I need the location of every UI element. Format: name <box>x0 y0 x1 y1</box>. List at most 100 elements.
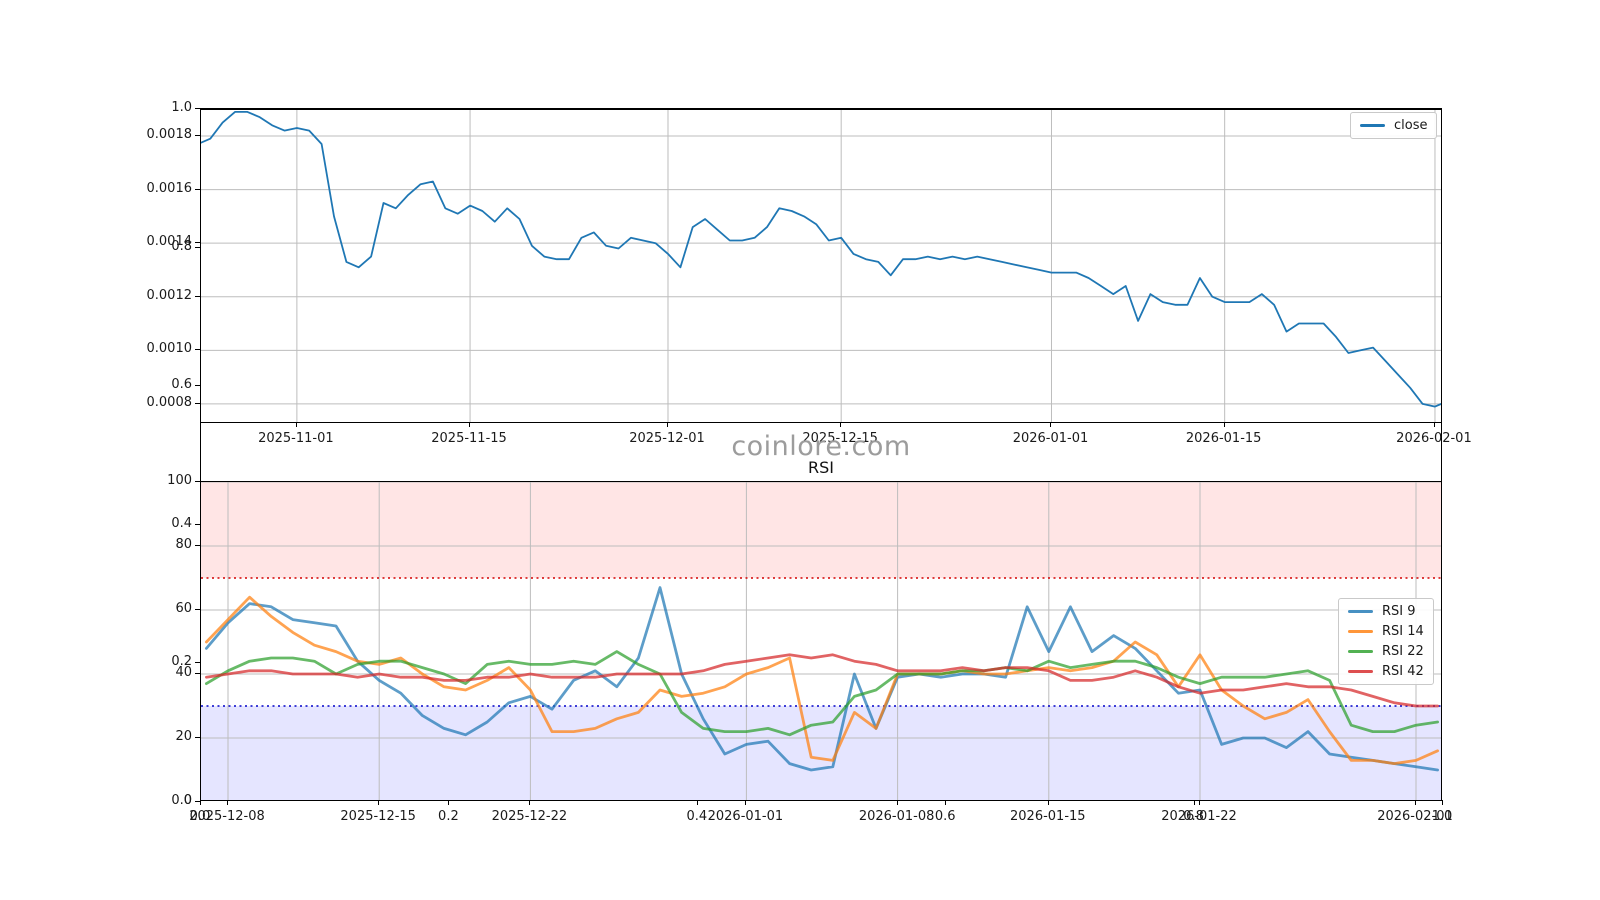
hidden-y-tick-label: 1.0 <box>171 100 192 115</box>
x-tick-mark <box>666 422 668 427</box>
legend-item: close <box>1360 118 1427 133</box>
y-tick-mark <box>195 609 200 610</box>
y-tick-mark <box>195 134 200 136</box>
x-tick-label: 2025-12-22 <box>491 809 568 824</box>
watermark: coinlore.com <box>731 431 911 462</box>
y-tick-label: 0 <box>183 793 192 808</box>
x-tick-mark <box>227 800 228 805</box>
legend-line-sample <box>1348 630 1373 633</box>
x-tick-mark <box>745 800 747 805</box>
oversold-zone <box>201 706 1441 800</box>
rsi-chart-canvas <box>201 482 1441 800</box>
hidden-x-tick-mark <box>448 800 450 805</box>
hidden-x-tick-mark <box>1442 800 1443 805</box>
legend-label: RSI 42 <box>1382 664 1424 679</box>
x-tick-mark <box>896 800 898 805</box>
legend-item: RSI 9 <box>1348 604 1424 619</box>
hidden-y-tick-label: 0.4 <box>171 515 192 531</box>
price-chart <box>200 109 1442 423</box>
x-tick-label: 2026-01-08 <box>858 809 935 824</box>
x-tick-mark <box>295 422 297 427</box>
x-tick-label: 2026-01-01 <box>707 809 784 824</box>
x-tick-label: 2026-02-01 <box>1377 809 1453 824</box>
legend-label: RSI 14 <box>1382 624 1424 639</box>
y-tick-mark <box>195 349 200 351</box>
x-tick-mark <box>378 800 380 805</box>
legend-label: RSI 22 <box>1382 644 1424 659</box>
y-tick-label: 80 <box>175 537 192 552</box>
y-tick-label: 0.0016 <box>146 180 193 196</box>
x-tick-mark <box>1415 800 1416 805</box>
x-tick-label: 2026-01-15 <box>1185 431 1262 446</box>
y-tick-mark <box>195 295 200 297</box>
x-tick-label: 2026-02-01 <box>1396 431 1472 446</box>
y-tick-label: 0.0010 <box>146 341 193 357</box>
hidden-y-tick-label: 0.2 <box>171 654 192 670</box>
y-tick-label: 40 <box>175 665 192 680</box>
x-tick-label: 2026-01-15 <box>1010 809 1086 824</box>
y-tick-label: 20 <box>175 729 192 744</box>
price-chart-canvas <box>201 110 1441 422</box>
legend-line-sample <box>1348 650 1373 653</box>
x-tick-label: 2025-11-15 <box>431 431 507 446</box>
hidden-y-tick-mark <box>195 523 200 525</box>
x-tick-mark <box>1199 800 1200 805</box>
legend-line-sample <box>1360 124 1385 127</box>
hidden-x-tick-label: 0.6 <box>934 809 956 824</box>
legend-label: close <box>1394 118 1428 133</box>
x-tick-mark <box>1047 800 1049 805</box>
series-rsi-42 <box>205 653 1439 708</box>
hidden-y-tick-label: 0.6 <box>171 377 192 393</box>
hidden-y-tick-mark <box>195 108 200 109</box>
hidden-x-tick-mark <box>696 800 698 805</box>
legend-line-sample <box>1348 610 1373 613</box>
x-tick-mark <box>840 422 842 427</box>
x-tick-label: 2025-12-08 <box>189 809 265 824</box>
hidden-y-tick-mark <box>195 385 200 387</box>
y-tick-label: 0.0008 <box>146 394 193 410</box>
rsi-legend: RSI 9 RSI 14 RSI 22 RSI 42 <box>1338 598 1434 685</box>
x-tick-label: 2025-12-15 <box>340 809 416 824</box>
x-tick-label: 2025-11-01 <box>258 431 334 446</box>
hidden-x-tick-label: 0.8 <box>1183 809 1204 824</box>
x-tick-mark <box>1433 422 1435 427</box>
y-tick-mark <box>195 402 200 404</box>
rsi-title: RSI <box>808 458 834 477</box>
y-tick-mark <box>195 737 200 738</box>
overbought-zone <box>201 482 1441 578</box>
legend-item: RSI 22 <box>1348 644 1424 659</box>
price-legend: close <box>1350 112 1438 139</box>
hidden-x-tick-mark <box>1193 800 1195 805</box>
y-tick-label: 0.0018 <box>146 126 193 142</box>
y-tick-label: 0.0012 <box>146 287 193 303</box>
hidden-y-tick-label: 0.8 <box>171 238 192 254</box>
y-tick-mark <box>195 673 200 674</box>
legend-item: RSI 14 <box>1348 624 1424 639</box>
x-tick-mark <box>469 422 471 427</box>
x-tick-mark <box>1223 422 1225 427</box>
hidden-y-tick-mark <box>195 246 200 248</box>
hidden-y-tick-mark <box>195 662 200 664</box>
series-rsi-22 <box>205 650 1439 737</box>
x-tick-mark <box>1050 422 1052 427</box>
y-tick-mark <box>195 545 200 546</box>
series-rsi-9 <box>205 586 1439 772</box>
y-tick-mark <box>195 188 200 190</box>
hidden-x-tick-mark <box>200 800 201 805</box>
rsi-chart <box>200 481 1442 801</box>
hidden-x-tick-label: 1.0 <box>1431 809 1453 824</box>
x-tick-mark <box>529 800 531 805</box>
series-close <box>201 111 1441 408</box>
series-rsi-14 <box>205 595 1439 766</box>
y-tick-mark <box>195 481 200 482</box>
x-tick-label: 2025-12-01 <box>629 431 705 446</box>
y-tick-label: 100 <box>167 473 192 488</box>
hidden-x-tick-mark <box>945 800 947 805</box>
y-tick-mark <box>195 242 200 244</box>
hidden-x-tick-label: 0.2 <box>438 809 459 824</box>
x-tick-label: 2026-01-22 <box>1161 809 1237 824</box>
legend-label: RSI 9 <box>1382 604 1416 619</box>
hidden-y-tick-mark <box>195 801 200 802</box>
legend-line-sample <box>1348 670 1373 673</box>
